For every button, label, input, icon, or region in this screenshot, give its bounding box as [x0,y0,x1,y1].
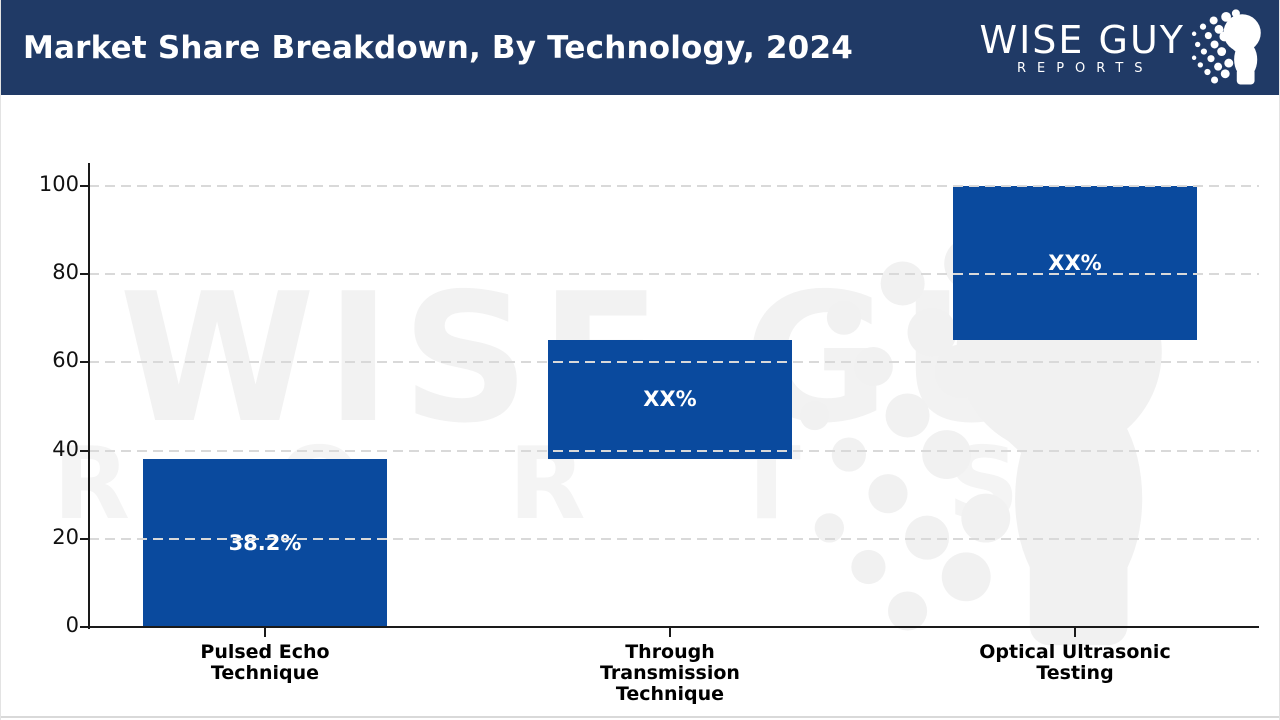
bar-segment-1: 38.2% [143,458,387,627]
x-axis-tick-2 [669,628,671,637]
y-axis-tick-60 [80,361,88,364]
y-axis-tick-label-60: 60 [52,348,79,373]
x-axis-tick-1 [264,628,266,637]
y-axis-tick-label-20: 20 [52,524,79,549]
y-axis-tick-label-0: 0 [65,613,79,637]
category-label-2: Through Transmission Technique [500,642,840,705]
y-axis-tick-label-40: 40 [52,436,79,461]
bar-value-label: 38.2% [228,530,302,555]
y-axis-tick-label-100: 100 [38,172,79,196]
category-label-line: Through [625,641,715,663]
page-title: Market Share Breakdown, By Technology, 2… [23,29,853,66]
header-banner: Market Share Breakdown, By Technology, 2… [1,0,1279,95]
category-label-line: Technique [615,683,725,705]
logo-wordmark-block: WISE GUY REPORTS [980,21,1185,75]
y-axis-tick-100 [80,185,88,187]
bar-value-label: XX% [643,387,697,412]
y-axis-tick-40 [80,449,88,452]
x-axis-line [89,626,1259,628]
gridline-y80 [89,273,1259,276]
category-label-1: Pulsed Echo Technique [95,642,435,684]
gridline-y60 [89,361,1259,364]
logo-head-icon [1191,8,1261,84]
gridline-y40 [89,449,1259,452]
y-axis-tick-label-80: 80 [52,260,79,285]
category-label-line: Technique [210,662,320,684]
bar-segment-3: XX% [953,186,1197,341]
category-label-line: Transmission [600,662,740,684]
bar-value-label: XX% [1048,251,1102,276]
logo-wordmark: WISE GUY [979,17,1185,62]
category-label-line: Optical Ultrasonic [979,641,1171,663]
x-axis-tick-3 [1074,628,1076,637]
wise-guy-logo: WISE GUY REPORTS [980,8,1267,88]
category-label-line: Pulsed Echo [200,641,330,663]
bottom-divider [1,716,1279,718]
y-axis-tick-20 [80,537,88,540]
category-label-line: Testing [1036,662,1114,684]
y-axis-tick-0 [80,626,88,628]
y-axis-tick-80 [80,273,88,276]
waterfall-chart: WISE GUY R O R T S 02040608010038.2%XX%X… [1,95,1279,720]
gridline-y100 [89,185,1259,187]
logo-subtitle: REPORTS [1016,60,1154,76]
gridline-y20 [89,537,1259,540]
y-axis-line [88,163,90,629]
bar-segment-2: XX% [548,340,792,459]
category-label-3: Optical Ultrasonic Testing [905,642,1245,684]
